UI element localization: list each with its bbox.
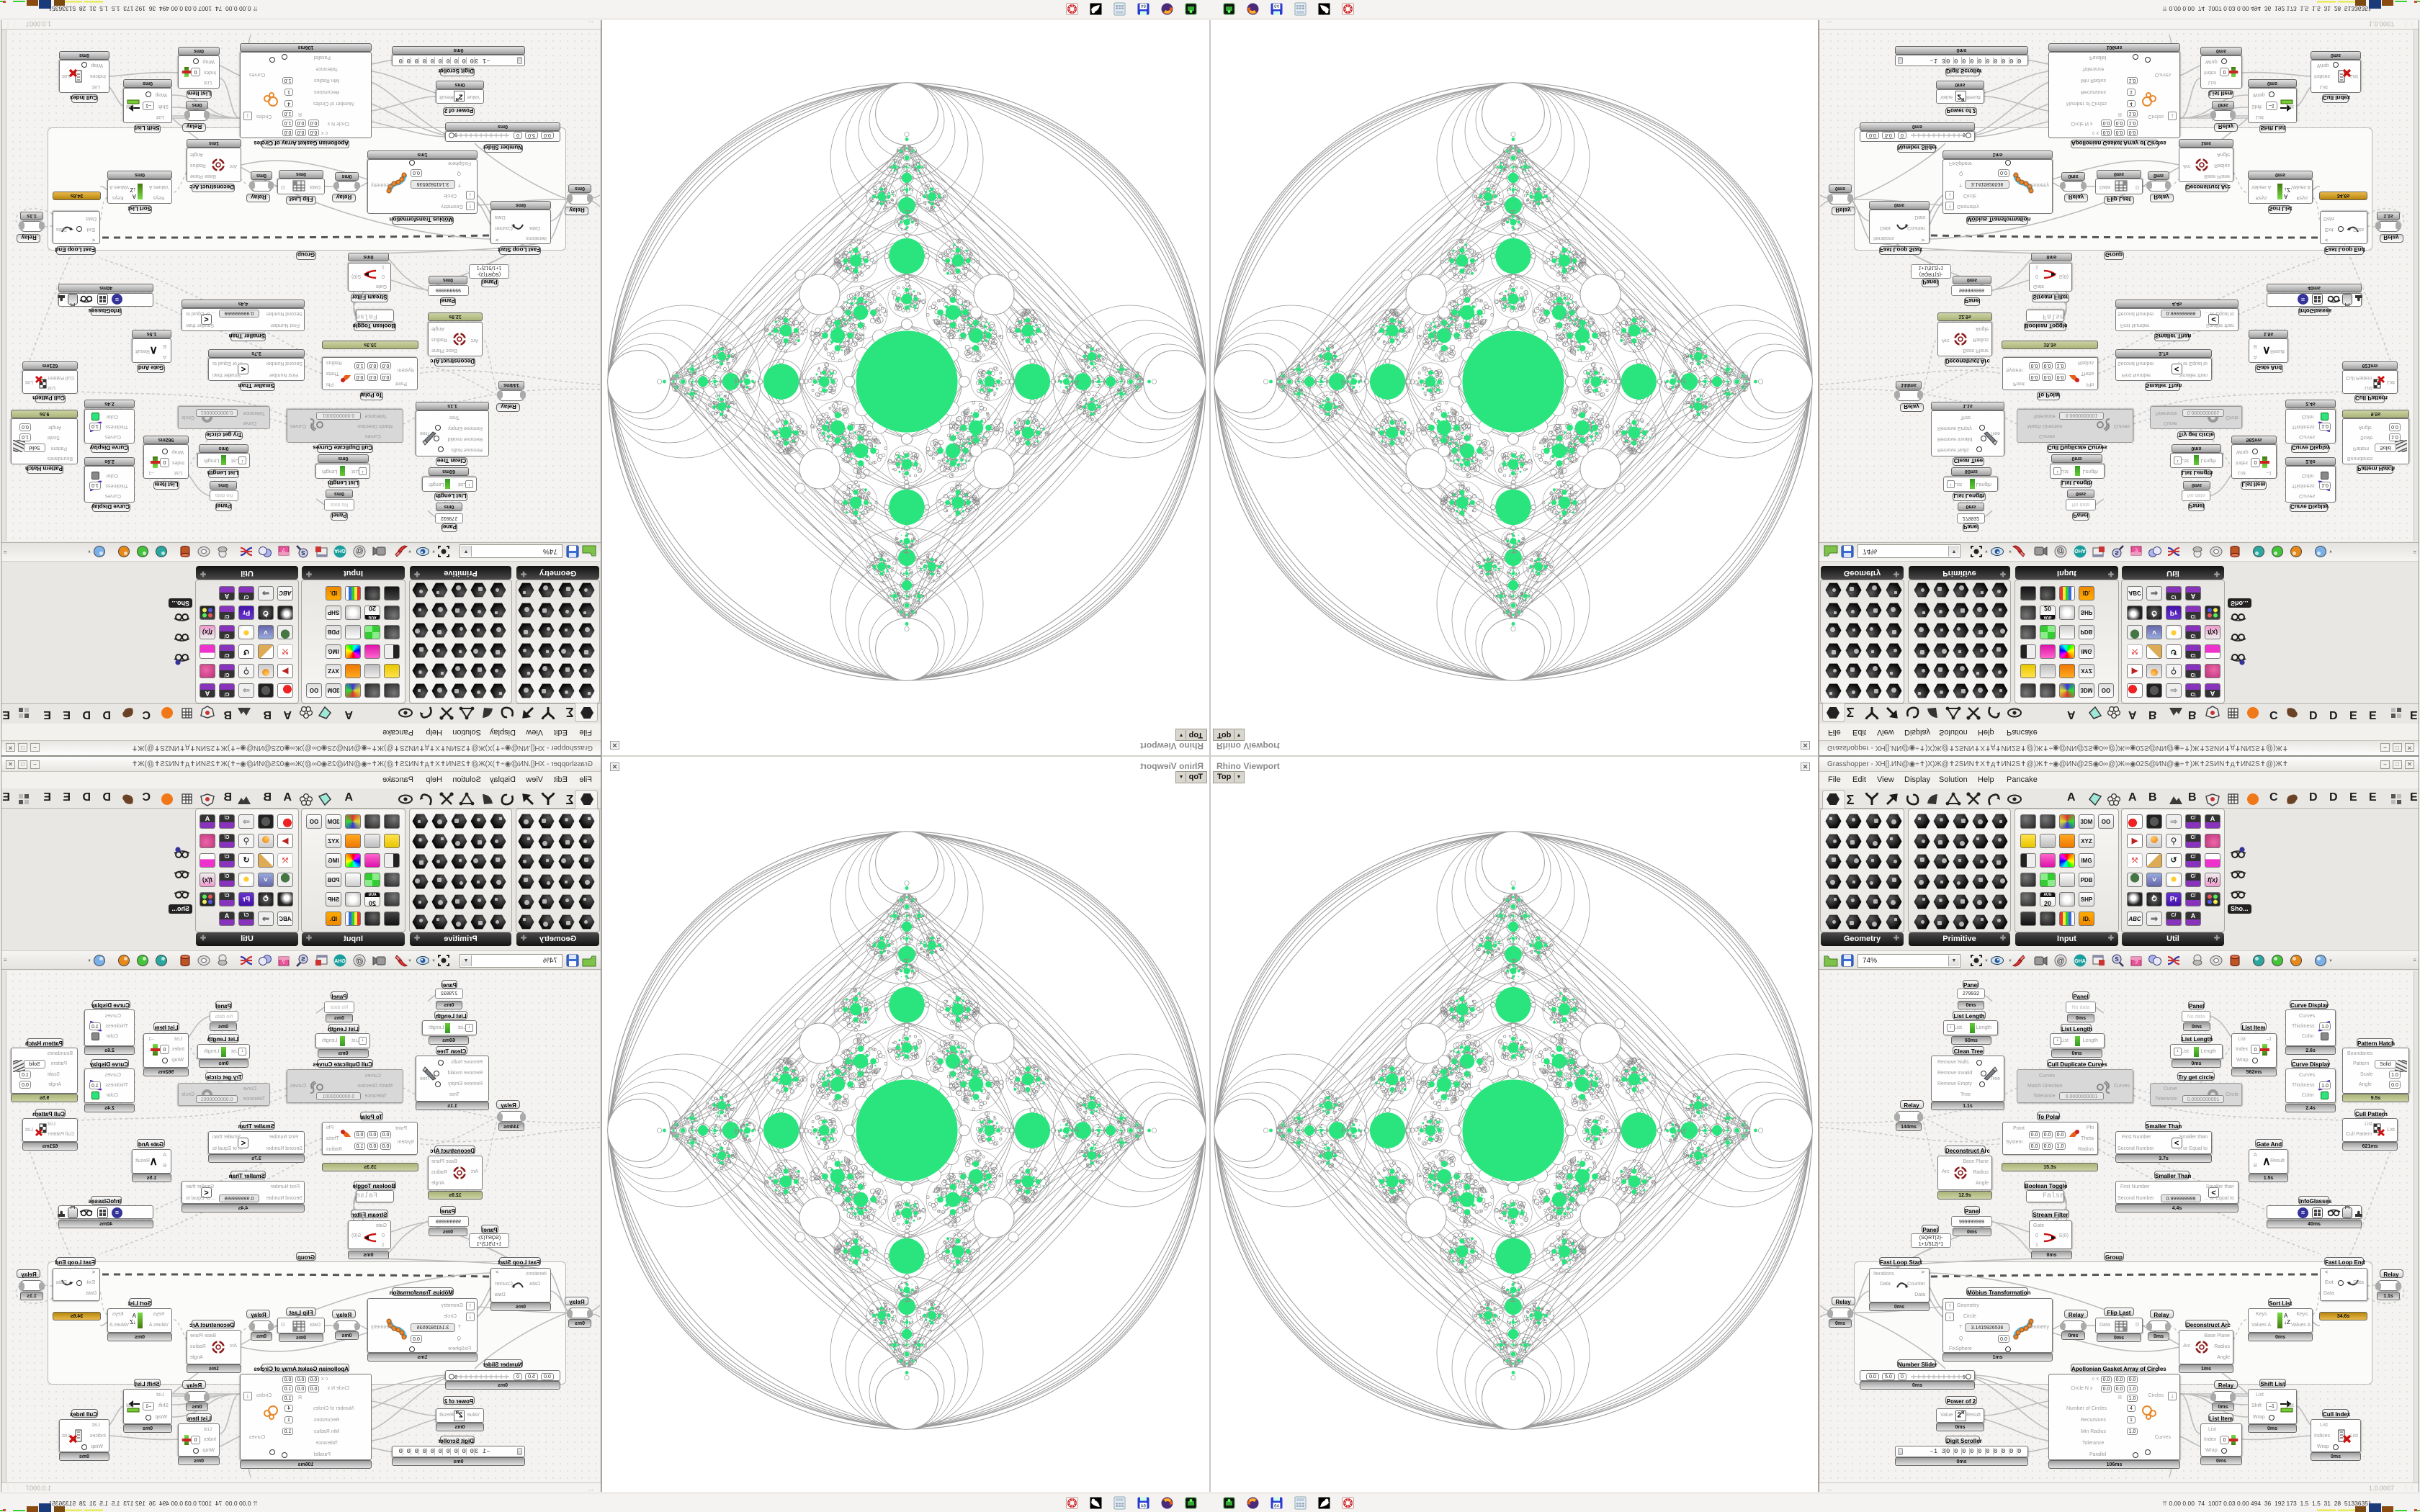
svg-text:5: 5: [1963, 132, 1966, 137]
svg-text:@: @: [355, 957, 363, 966]
svg-text:@: @: [2056, 957, 2064, 966]
svg-text:GHA: GHA: [2074, 548, 2086, 553]
svg-text:64: 64: [1274, 1505, 1279, 1509]
svg-text:@: @: [2056, 546, 2064, 555]
svg-text:64: 64: [1141, 1505, 1146, 1509]
svg-text:GHA: GHA: [334, 548, 346, 553]
svg-text:Σ: Σ: [565, 705, 573, 719]
svg-text:5: 5: [454, 1375, 457, 1380]
svg-text:5: 5: [454, 132, 457, 137]
svg-text:@: @: [355, 546, 363, 555]
svg-text:GHA: GHA: [2074, 959, 2086, 964]
svg-text:Σ: Σ: [1847, 705, 1855, 719]
svg-text:64: 64: [1141, 4, 1146, 8]
svg-text:?: ?: [2135, 546, 2138, 553]
svg-text:?: ?: [282, 546, 285, 553]
svg-text:?: ?: [282, 959, 285, 966]
svg-text:Σ: Σ: [1847, 793, 1855, 807]
svg-text:GHA: GHA: [334, 959, 346, 964]
svg-text:5: 5: [1963, 1375, 1966, 1380]
svg-text:S: S: [301, 549, 305, 556]
svg-text:S: S: [301, 956, 305, 963]
svg-text:S: S: [2115, 956, 2119, 963]
svg-text:Σ: Σ: [565, 793, 573, 807]
svg-text:?: ?: [2135, 959, 2138, 966]
svg-text:64: 64: [1274, 4, 1279, 8]
svg-text:S: S: [2115, 549, 2119, 556]
